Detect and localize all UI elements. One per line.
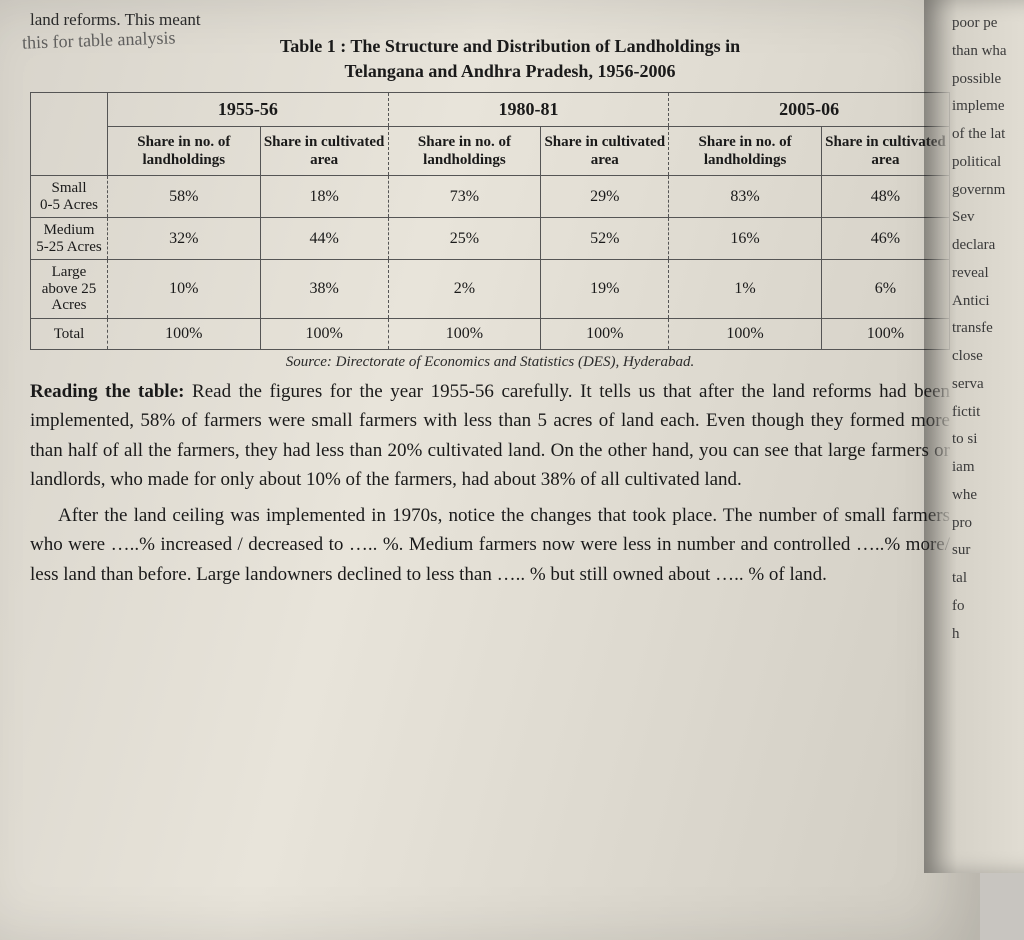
cell: 44% — [260, 218, 388, 260]
cell: 1% — [669, 260, 822, 319]
gutter-word: fo — [924, 593, 1024, 621]
year-2005: 2005-06 — [669, 93, 950, 127]
table-source: Source: Directorate of Economics and Sta… — [30, 354, 950, 371]
paragraph-2: After the land ceiling was implemented i… — [30, 501, 950, 589]
cell: 25% — [388, 218, 541, 260]
cell: 19% — [541, 260, 669, 319]
cell: 52% — [541, 218, 669, 260]
sub-holdings-3: Share in no. of landholdings — [669, 127, 822, 176]
cell: 38% — [260, 260, 388, 319]
reading-lead: Reading the table: — [30, 381, 184, 402]
cell: 10% — [108, 260, 261, 319]
row-label-bottom: 5-25 Acres — [36, 239, 101, 255]
gutter-word: transfe — [924, 315, 1024, 343]
sub-holdings-1: Share in no. of landholdings — [108, 127, 261, 176]
gutter-word: reveal — [924, 260, 1024, 288]
paragraph-1: Reading the table: Read the figures for … — [30, 377, 950, 495]
gutter-word: declara — [924, 232, 1024, 260]
table-row: Largeabove 25 Acres 10% 38% 2% 19% 1% 6% — [31, 260, 950, 319]
cell: 100% — [388, 318, 541, 349]
gutter-word: than wha — [924, 38, 1024, 66]
cell: 29% — [541, 176, 669, 218]
gutter-word: tal — [924, 565, 1024, 593]
cell: 2% — [388, 260, 541, 319]
cell: 32% — [108, 218, 261, 260]
sub-header-row: Share in no. of landholdings Share in cu… — [31, 127, 950, 176]
gutter-word: Sev — [924, 204, 1024, 232]
gutter-word: serva — [924, 371, 1024, 399]
year-header-row: 1955-56 1980-81 2005-06 — [31, 93, 950, 127]
gutter-word: to si — [924, 426, 1024, 454]
row-label-bottom: above 25 Acres — [42, 281, 97, 314]
year-1955: 1955-56 — [108, 93, 389, 127]
cell: 100% — [260, 318, 388, 349]
sub-holdings-2: Share in no. of landholdings — [388, 127, 541, 176]
table-row: Total 100% 100% 100% 100% 100% 100% — [31, 318, 950, 349]
cell: 83% — [669, 176, 822, 218]
cell: 18% — [260, 176, 388, 218]
gutter-word: Antici — [924, 288, 1024, 316]
gutter-word: fictit — [924, 399, 1024, 427]
gutter-word: poor pe — [924, 10, 1024, 38]
cell: 100% — [108, 318, 261, 349]
sub-area-1: Share in cultivated area — [260, 127, 388, 176]
gutter-word: whe — [924, 482, 1024, 510]
gutter-word: governm — [924, 177, 1024, 205]
cell: 100% — [669, 318, 822, 349]
row-label-top: Total — [54, 326, 85, 342]
table-title-line2: Telangana and Andhra Pradesh, 1956-2006 — [345, 61, 676, 81]
landholdings-table: 1955-56 1980-81 2005-06 Share in no. of … — [30, 92, 950, 350]
cell: 58% — [108, 176, 261, 218]
gutter-word: impleme — [924, 93, 1024, 121]
row-label-bottom: 0-5 Acres — [40, 197, 98, 213]
table-row: Small0-5 Acres 58% 18% 73% 29% 83% 48% — [31, 176, 950, 218]
row-label-top: Medium — [44, 222, 95, 238]
gutter-word: iam — [924, 454, 1024, 482]
year-1980: 1980-81 — [388, 93, 669, 127]
cell: 73% — [388, 176, 541, 218]
gutter-word: pro — [924, 510, 1024, 538]
cell: 16% — [669, 218, 822, 260]
cell: 100% — [541, 318, 669, 349]
gutter-word: political — [924, 149, 1024, 177]
gutter-word: possible — [924, 66, 1024, 94]
table-row: Medium5-25 Acres 32% 44% 25% 52% 16% 46% — [31, 218, 950, 260]
table-title-line1: Table 1 : The Structure and Distribution… — [280, 36, 740, 56]
sub-area-2: Share in cultivated area — [541, 127, 669, 176]
table-title: Table 1 : The Structure and Distribution… — [130, 34, 890, 84]
gutter-word: close — [924, 343, 1024, 371]
gutter-word: sur — [924, 537, 1024, 565]
facing-page-gutter: poor pe than wha possible impleme of the… — [924, 0, 1024, 873]
row-label-top: Large — [52, 264, 87, 280]
gutter-word: h — [924, 621, 1024, 649]
gutter-word: of the lat — [924, 121, 1024, 149]
row-label-top: Small — [51, 180, 86, 196]
